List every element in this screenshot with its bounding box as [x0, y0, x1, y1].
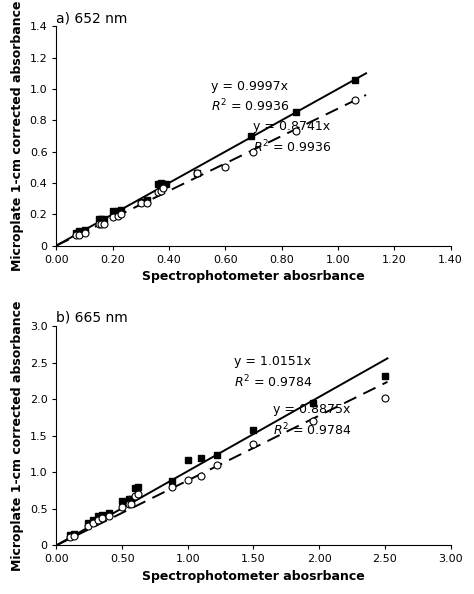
Text: y = 1.0151x
$R^2$ = 0.9784: y = 1.0151x $R^2$ = 0.9784: [234, 355, 313, 390]
X-axis label: Spectrophotometer abosrbance: Spectrophotometer abosrbance: [142, 570, 365, 583]
Text: a) 652 nm: a) 652 nm: [56, 11, 128, 25]
Text: y = 0.9997x
$R^2$ = 0.9936: y = 0.9997x $R^2$ = 0.9936: [211, 80, 290, 115]
Y-axis label: Microplate 1-cm corrected absorbance: Microplate 1-cm corrected absorbance: [11, 1, 24, 271]
Text: y = 0.8875x
$R^2$ = 0.9784: y = 0.8875x $R^2$ = 0.9784: [273, 403, 352, 438]
X-axis label: Spectrophotometer abosrbance: Spectrophotometer abosrbance: [142, 270, 365, 283]
Y-axis label: Microplate 1-cm corrected absorbance: Microplate 1-cm corrected absorbance: [11, 301, 24, 571]
Text: y = 0.8741x
$R^2$ = 0.9936: y = 0.8741x $R^2$ = 0.9936: [254, 120, 332, 155]
Text: b) 665 nm: b) 665 nm: [56, 311, 128, 325]
